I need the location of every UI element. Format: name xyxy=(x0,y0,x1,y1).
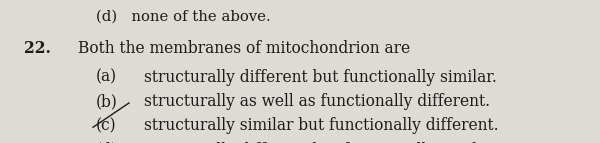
Text: structurally different but functionally similar.: structurally different but functionally … xyxy=(144,69,497,86)
Text: structurally different but functionally similar.: structurally different but functionally … xyxy=(144,142,497,143)
Text: Both the membranes of mitochondrion are: Both the membranes of mitochondrion are xyxy=(78,40,410,57)
Text: (b): (b) xyxy=(96,93,118,110)
Text: 22.: 22. xyxy=(24,40,51,57)
Text: (d)   none of the above.: (d) none of the above. xyxy=(96,10,271,24)
Text: structurally as well as functionally different.: structurally as well as functionally dif… xyxy=(144,93,490,110)
Text: (a): (a) xyxy=(96,69,117,86)
Text: structurally similar but functionally different.: structurally similar but functionally di… xyxy=(144,117,499,134)
Text: (c): (c) xyxy=(96,117,116,134)
Text: (d): (d) xyxy=(96,142,118,143)
